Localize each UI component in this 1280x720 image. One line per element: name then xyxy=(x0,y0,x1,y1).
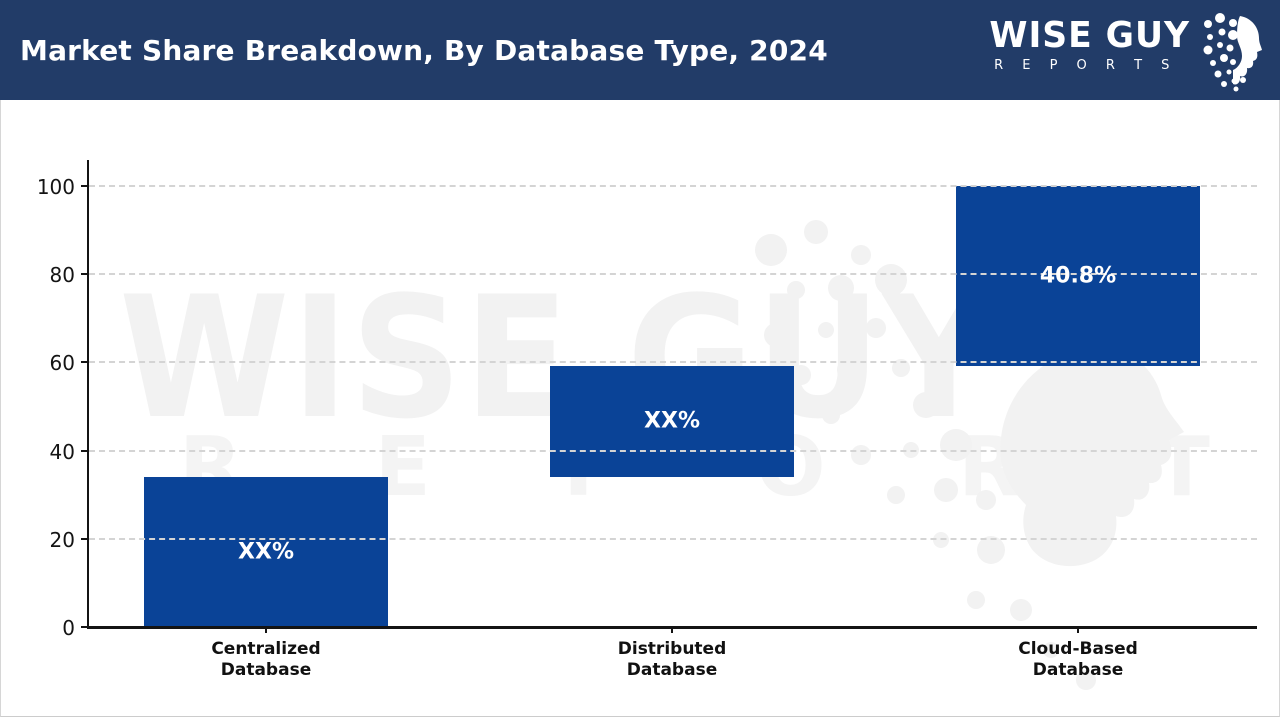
category-label-line: Centralized xyxy=(211,639,321,659)
logo-subtitle: R E P O R T S xyxy=(994,58,1177,73)
x-axis-line xyxy=(87,626,1257,629)
y-tick-mark-80 xyxy=(81,273,89,276)
category-label-cloud-based-database: Cloud-Based Database xyxy=(1018,639,1138,681)
y-tick-mark-100 xyxy=(81,185,89,187)
bar-value-label-2: XX% xyxy=(644,408,700,434)
logo-name: WISE GUY xyxy=(989,15,1190,56)
category-label-line: Database xyxy=(1032,660,1124,680)
face-profile-icon xyxy=(1203,13,1262,92)
category-label-line: Database xyxy=(626,660,718,680)
page-title: Market Share Breakdown, By Database Type… xyxy=(20,33,828,67)
x-tick-mark-1 xyxy=(265,627,267,633)
category-label-distributed-database: Distributed Database xyxy=(618,639,727,681)
category-label-line: Database xyxy=(220,660,312,680)
bar-value-label-3: 40.8% xyxy=(1039,263,1117,289)
y-tick-label-0: 0 xyxy=(62,616,75,640)
y-tick-label-20: 20 xyxy=(49,527,75,552)
logo-text: WISE GUY R E P O R T S xyxy=(981,16,1190,74)
gridline-80 xyxy=(89,273,1257,276)
y-tick-mark-0 xyxy=(81,626,89,628)
y-tick-label-40: 40 xyxy=(49,439,75,464)
watermark-face-dots xyxy=(741,220,1184,690)
y-tick-mark-40 xyxy=(81,449,89,452)
bar-distributed-database xyxy=(550,365,794,478)
gridline-40 xyxy=(89,449,1257,452)
category-label-line: Cloud-Based xyxy=(1018,639,1138,659)
gridline-20 xyxy=(89,537,1257,540)
y-axis-line xyxy=(87,160,89,629)
y-tick-mark-60 xyxy=(81,361,89,364)
y-tick-mark-20 xyxy=(81,537,89,540)
category-label-line: Distributed xyxy=(617,639,727,659)
gridline-60 xyxy=(89,361,1257,364)
bar-centralized-database xyxy=(144,477,388,627)
bar-cloud-based-database xyxy=(956,186,1200,366)
y-tick-label-80: 80 xyxy=(49,263,75,288)
x-tick-mark-3 xyxy=(1077,627,1079,633)
y-tick-label-60: 60 xyxy=(49,351,75,376)
x-tick-mark-2 xyxy=(671,627,673,633)
header-band: Market Share Breakdown, By Database Type… xyxy=(0,0,1280,100)
y-tick-label-100: 100 xyxy=(36,175,75,199)
category-label-centralized-database: Centralized Database xyxy=(211,639,320,681)
chart-canvas: WISE GUY R E P O R T S 020406080100XX%XX… xyxy=(0,100,1280,717)
bar-value-label-1: XX% xyxy=(238,539,294,565)
wise-guy-logo: WISE GUY R E P O R T S xyxy=(989,10,1262,92)
gridline-100 xyxy=(89,185,1257,187)
